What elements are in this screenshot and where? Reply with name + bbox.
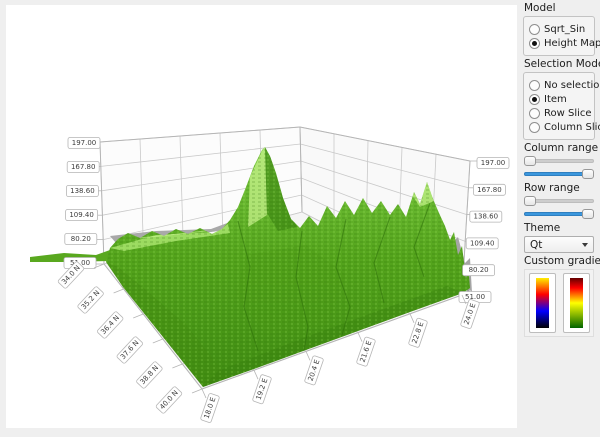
chevron-down-icon xyxy=(582,242,588,247)
axis-tick-label: 138.60 xyxy=(66,185,99,197)
slider-handle[interactable] xyxy=(582,169,594,179)
axis-tick-label: 37.6 N xyxy=(116,336,143,364)
theme-select[interactable]: Qt xyxy=(524,236,594,253)
svg-text:80.20: 80.20 xyxy=(71,235,91,243)
axis-tick-label: 197.00 xyxy=(476,157,510,169)
radio-model-sqrt-sin[interactable]: Sqrt_Sin xyxy=(529,23,592,35)
svg-text:138.60: 138.60 xyxy=(474,213,499,221)
axis-tick-label: 80.20 xyxy=(462,264,496,277)
radio-icon xyxy=(529,107,540,119)
axis-tick-label: 36.4 N xyxy=(97,311,124,339)
slider-handle[interactable] xyxy=(524,156,536,166)
axis-tick-label: 109.40 xyxy=(465,237,499,250)
radio-model-height-map[interactable]: Height Map xyxy=(529,37,600,49)
back-left-wall xyxy=(100,127,302,264)
svg-text:109.40: 109.40 xyxy=(470,239,495,247)
axis-tick-label: 20.4 E xyxy=(304,355,324,386)
radio-label: No selection xyxy=(544,79,600,91)
model-group-label: Model xyxy=(524,2,556,14)
axis-tick-label: 38.8 N xyxy=(136,361,163,389)
gradient-black-to-yellow-button[interactable] xyxy=(528,273,556,333)
custom-gradient-frame xyxy=(524,269,594,337)
radio-selection-item[interactable]: Item xyxy=(529,93,592,105)
svg-text:197.00: 197.00 xyxy=(481,159,506,167)
radio-icon xyxy=(529,79,540,91)
svg-text:197.00: 197.00 xyxy=(72,139,97,147)
row-range-label: Row range xyxy=(524,182,580,194)
row-range-min-slider[interactable] xyxy=(524,196,594,206)
gradient-green-to-red-button[interactable] xyxy=(562,273,590,333)
row-range-max-slider[interactable] xyxy=(524,209,594,219)
axis-tick-label: 40.0 N xyxy=(155,386,183,414)
axis-tick-label: 21.6 E xyxy=(356,336,376,367)
svg-text:51.00: 51.00 xyxy=(70,259,90,267)
axis-tick-label: 35.2 N xyxy=(77,286,104,314)
column-range-max-slider[interactable] xyxy=(524,169,594,179)
radio-icon xyxy=(529,121,540,133)
control-panel: Model Sqrt_Sin Height Map Selection Mode … xyxy=(523,0,600,337)
radio-label: Item xyxy=(544,93,567,105)
svg-text:109.40: 109.40 xyxy=(69,211,94,219)
custom-gradient-label: Custom gradient xyxy=(524,255,600,267)
radio-label: Row Slice xyxy=(544,107,592,119)
gradient-green-to-red-swatch xyxy=(569,278,583,328)
column-range-label: Column range xyxy=(524,142,599,154)
axis-tick-label: 24.0 E xyxy=(460,299,480,329)
axis-tick-label: 109.40 xyxy=(65,209,98,221)
selection-mode-group-label: Selection Mode xyxy=(524,58,600,70)
radio-label: Column Slice xyxy=(544,121,600,133)
svg-text:167.80: 167.80 xyxy=(477,186,502,194)
theme-label: Theme xyxy=(524,222,561,234)
radio-selection-column-slice[interactable]: Column Slice xyxy=(529,121,600,133)
radio-icon xyxy=(529,93,540,105)
model-radio-group: Sqrt_Sin Height Map xyxy=(523,16,600,56)
axis-tick-label: 197.00 xyxy=(67,137,101,149)
axis-tick-label: 80.20 xyxy=(64,233,98,245)
surface-plot-area[interactable]: 51.00 51.00 34.0 N 18.0 E 80.20 80.20 35.2 N 19… xyxy=(6,5,517,428)
axis-tick-label: 18.0 E xyxy=(200,393,220,423)
column-range-min-slider[interactable] xyxy=(524,156,594,166)
radio-icon xyxy=(529,23,540,35)
axis-tick-label: 138.60 xyxy=(469,210,503,223)
radio-label: Height Map xyxy=(544,37,600,49)
terrain-surface xyxy=(30,147,472,387)
svg-text:51.00: 51.00 xyxy=(465,293,485,301)
radio-selection-row-slice[interactable]: Row Slice xyxy=(529,107,592,119)
svg-text:167.80: 167.80 xyxy=(71,163,96,171)
svg-text:138.60: 138.60 xyxy=(70,187,95,195)
axis-tick-label: 167.80 xyxy=(66,161,100,173)
gradient-black-to-yellow-swatch xyxy=(535,278,549,328)
radio-icon xyxy=(529,37,540,49)
theme-selected-value: Qt xyxy=(530,238,543,251)
selection-mode-radio-group: No selection Item Row Slice Column Slice xyxy=(523,72,600,140)
slider-handle[interactable] xyxy=(582,209,594,219)
slider-handle[interactable] xyxy=(524,196,536,206)
axis-tick-label: 167.80 xyxy=(472,183,506,196)
axis-tick-label: 19.2 E xyxy=(252,374,272,405)
svg-text:80.20: 80.20 xyxy=(469,266,489,274)
radio-selection-no-selection[interactable]: No selection xyxy=(529,79,600,91)
axis-tick-label: 22.8 E xyxy=(408,317,428,348)
radio-label: Sqrt_Sin xyxy=(544,23,586,35)
